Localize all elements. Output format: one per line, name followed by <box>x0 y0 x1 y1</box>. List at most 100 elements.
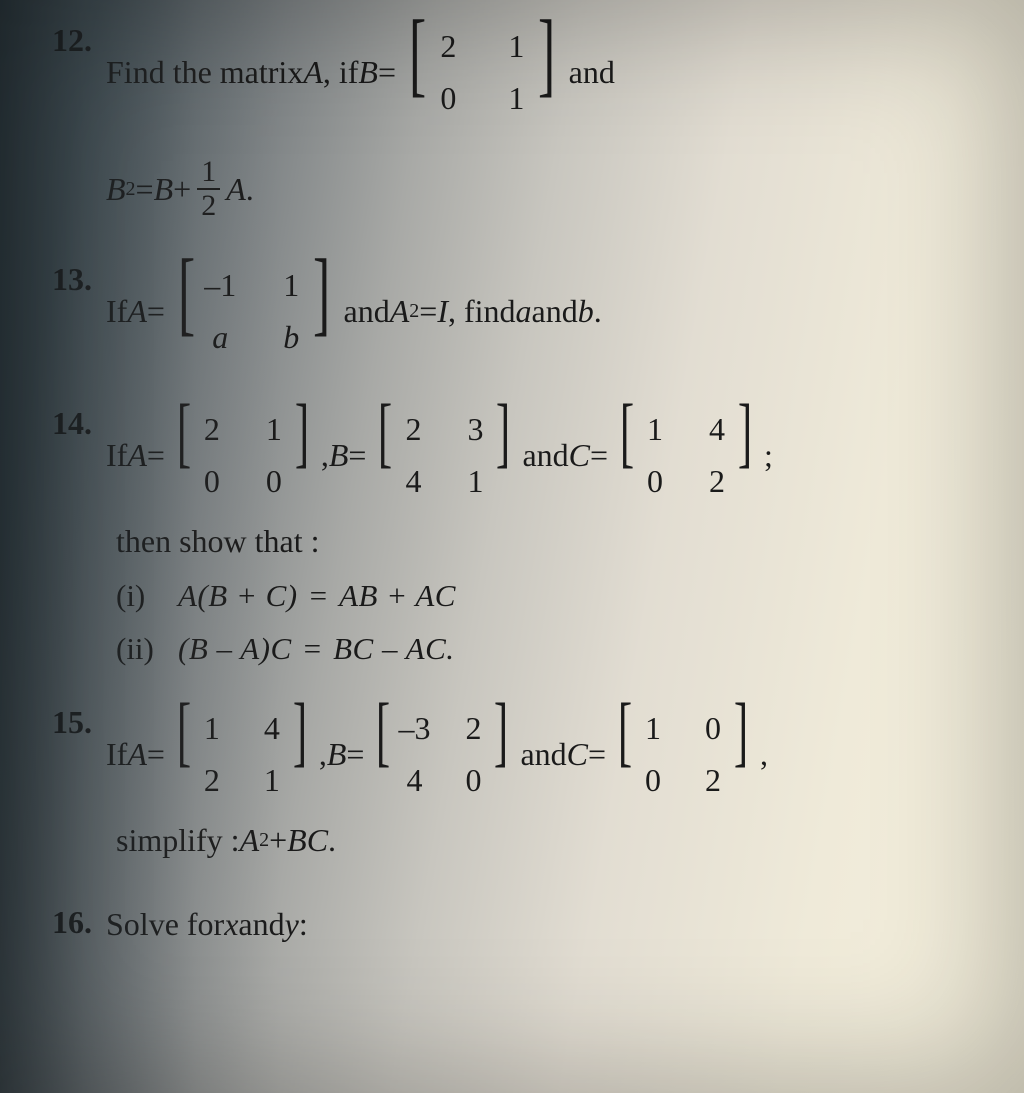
var-A: A <box>127 730 147 778</box>
fraction-half: 1 2 <box>197 156 220 221</box>
bracket-right: ] <box>734 700 748 808</box>
cell: 0 <box>261 457 287 505</box>
var-y: y <box>285 900 299 948</box>
denominator: 2 <box>197 190 220 222</box>
text: then show that : <box>116 517 320 565</box>
problem-body: If A = [ 2 1 0 0 ] , B = [ <box>106 401 1014 672</box>
problem-body: Find the matrix A , if B = [ 2 1 0 1 ] a… <box>106 18 1014 229</box>
text: and <box>569 48 615 96</box>
matrix-B: [ 2 1 0 1 ] <box>402 18 563 126</box>
bracket-left: [ <box>178 257 195 365</box>
bracket-right: ] <box>494 700 508 808</box>
bracket-left: [ <box>409 18 426 126</box>
comma: , <box>319 730 327 778</box>
matrix-A: [ 1 4 2 1 ] <box>171 700 313 808</box>
bracket-left: [ <box>177 401 191 509</box>
cell: 2 <box>700 756 726 804</box>
matrix-cells: 1 0 0 2 <box>638 700 728 808</box>
matrix-C: [ 1 0 0 2 ] <box>612 700 754 808</box>
cell: 1 <box>278 261 304 309</box>
sub-label: (i) <box>116 573 178 620</box>
equals: = <box>348 431 366 479</box>
cell: 0 <box>435 74 461 122</box>
equals: = <box>136 165 154 213</box>
matrix-cells: 2 3 4 1 <box>398 401 490 509</box>
line-1: If A = [ –1 1 a b ] and A 2 = <box>106 257 1014 365</box>
cell: 2 <box>199 405 225 453</box>
var-B: B <box>154 165 174 213</box>
sub-item-ii: (ii) (B – A)C = BC – AC. <box>106 626 1014 673</box>
problem-15: 15. If A = [ 1 4 2 1 ] , B <box>28 700 1014 872</box>
var-B: B <box>358 48 378 96</box>
bracket-left: [ <box>177 700 191 808</box>
cell: 0 <box>642 457 668 505</box>
text: If <box>106 431 127 479</box>
problem-12: 12. Find the matrix A , if B = [ 2 1 0 1… <box>28 18 1014 229</box>
matrix-A: [ 2 1 0 0 ] <box>171 401 315 509</box>
comma: , <box>760 730 768 778</box>
text: and <box>344 287 390 335</box>
text: and <box>238 900 284 948</box>
text: : <box>299 900 308 948</box>
problem-body: Solve for x and y : <box>106 900 1014 956</box>
cell: –3 <box>398 704 430 752</box>
matrix-cells: 2 1 0 0 <box>197 401 289 509</box>
cell: 1 <box>462 457 488 505</box>
text: and <box>532 287 578 335</box>
cell: 2 <box>199 756 225 804</box>
text: Find the matrix <box>106 48 303 96</box>
cell: 4 <box>259 704 285 752</box>
matrix-B: [ –3 2 4 0 ] <box>370 700 514 808</box>
cell: 0 <box>700 704 726 752</box>
bracket-left: [ <box>620 401 634 509</box>
line-1: Find the matrix A , if B = [ 2 1 0 1 ] a… <box>106 18 1014 126</box>
equals: = <box>346 730 364 778</box>
line-1: If A = [ 2 1 0 0 ] , B = [ <box>106 401 1014 509</box>
cell: 2 <box>704 457 730 505</box>
var-B: B <box>329 431 349 479</box>
rhs: AB + AC <box>339 573 456 620</box>
line-1: Solve for x and y : <box>106 900 1014 948</box>
var-a: a <box>516 287 532 335</box>
cell: 3 <box>462 405 488 453</box>
matrix-cells: 2 1 0 1 <box>433 18 531 126</box>
matrix-A: [ –1 1 a b ] <box>171 257 338 365</box>
dot: . <box>594 287 602 335</box>
cell: 1 <box>261 405 287 453</box>
text: Solve for <box>106 900 224 948</box>
cell: 0 <box>640 756 666 804</box>
dot: . <box>246 165 254 213</box>
numerator: 1 <box>197 156 220 188</box>
lhs: A(B + C) <box>178 573 298 620</box>
cell: 1 <box>259 756 285 804</box>
page-content: 12. Find the matrix A , if B = [ 2 1 0 1… <box>28 18 1024 956</box>
var-x: x <box>224 900 238 948</box>
problem-number: 12. <box>28 18 106 63</box>
cell: 1 <box>199 704 225 752</box>
cell: 4 <box>398 756 430 804</box>
equals: = <box>590 431 608 479</box>
problem-number: 15. <box>28 700 106 745</box>
var-A: A <box>303 48 323 96</box>
problem-number: 14. <box>28 401 106 446</box>
rhs: BC – AC. <box>333 626 454 673</box>
line-2: B 2 = B + 1 2 A . <box>106 156 1014 221</box>
cell: 2 <box>400 405 426 453</box>
problem-16: 16. Solve for x and y : <box>28 900 1014 956</box>
equals: = <box>378 48 396 96</box>
problem-body: If A = [ –1 1 a b ] and A 2 = <box>106 257 1014 373</box>
bracket-left: [ <box>376 700 390 808</box>
cell: 2 <box>460 704 486 752</box>
bracket-right: ] <box>538 18 555 126</box>
var-A: A <box>127 287 147 335</box>
cell: b <box>278 313 304 361</box>
cell: 0 <box>199 457 225 505</box>
bracket-right: ] <box>738 401 752 509</box>
plus: + <box>173 165 191 213</box>
var-A: A <box>127 431 147 479</box>
cell: 4 <box>704 405 730 453</box>
equals: = <box>147 287 165 335</box>
bracket-left: [ <box>378 401 392 509</box>
bracket-right: ] <box>496 401 510 509</box>
text: and <box>522 431 568 479</box>
